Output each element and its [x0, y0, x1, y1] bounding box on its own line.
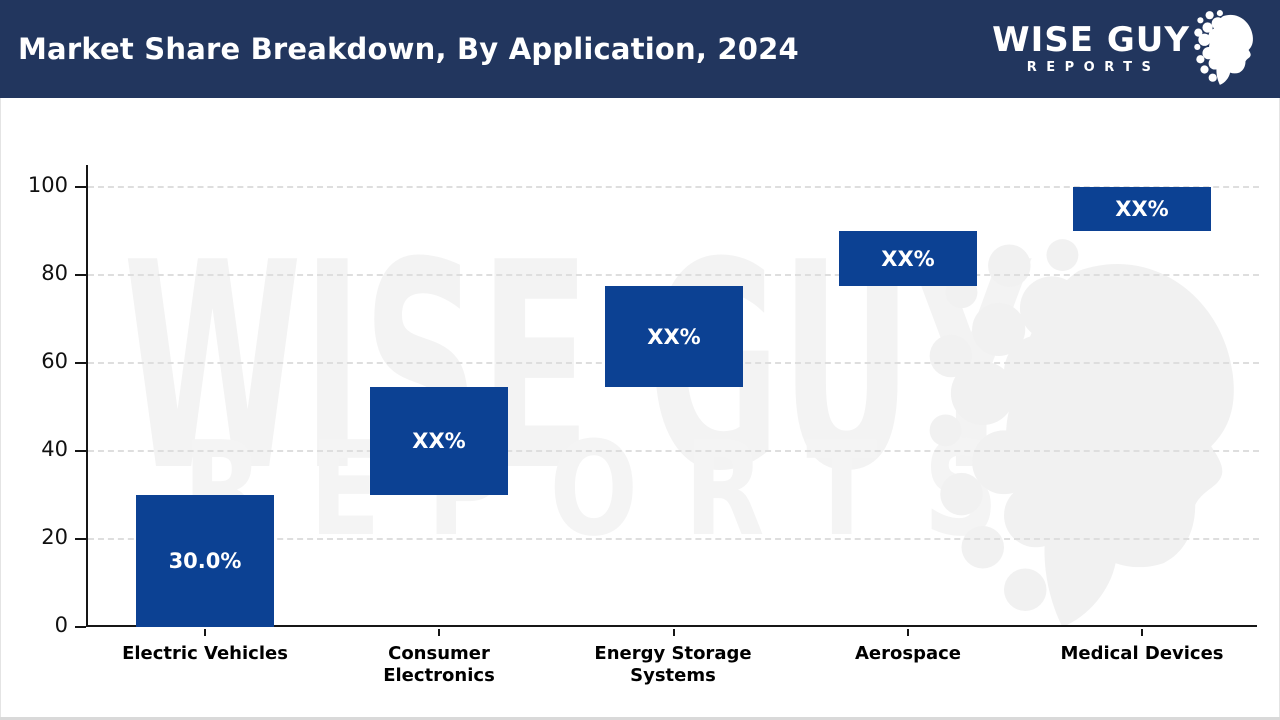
y-tick — [75, 450, 86, 452]
bar-energy-storage-systems: XX% — [605, 286, 743, 387]
logo-head-icon — [1194, 10, 1253, 85]
x-axis-label-line: Medical Devices — [1060, 643, 1224, 664]
y-tick-label: 0 — [54, 613, 68, 637]
bar-aerospace: XX% — [839, 231, 977, 286]
bar-consumer-electronics: XX% — [370, 387, 508, 495]
x-axis-label-electric-vehicles: Electric Vehicles — [88, 643, 322, 665]
header-bar: Market Share Breakdown, By Application, … — [0, 0, 1280, 98]
y-tick-label: 80 — [41, 261, 68, 285]
bar-value-label: 30.0% — [168, 549, 242, 573]
x-axis-label-line: Electric Vehicles — [122, 643, 288, 664]
x-axis-label-line: Energy Storage — [594, 643, 752, 664]
x-tick — [204, 629, 206, 636]
bar-value-label: XX% — [881, 246, 935, 271]
x-axis-label-medical-devices: Medical Devices — [1025, 643, 1259, 665]
x-axis-label-line: Consumer — [388, 643, 490, 664]
brand-logo: WISE GUY REPORTS — [992, 8, 1258, 90]
x-tick — [438, 629, 440, 636]
y-tick — [75, 362, 86, 364]
y-tick-label: 40 — [41, 437, 68, 461]
y-tick-label: 100 — [27, 173, 68, 197]
y-tick — [75, 538, 86, 540]
logo-subtext: REPORTS — [1026, 60, 1161, 75]
x-axis-label-consumer-electronics: Consumer Electronics — [322, 643, 556, 686]
y-tick-label: 20 — [41, 525, 68, 549]
x-tick — [1141, 629, 1143, 636]
bar-medical-devices: XX% — [1073, 187, 1211, 231]
plot-area: 0 20 40 60 80 100 30.0% Electric Vehicles XX% Con… — [28, 165, 1259, 686]
x-tick — [907, 629, 909, 636]
x-tick — [673, 629, 675, 636]
gridline — [88, 186, 1259, 188]
watermark-subtext: REPORTS — [183, 413, 1045, 565]
y-tick — [75, 274, 86, 276]
gridline — [88, 274, 1259, 276]
logo-name-text: WISE GUY — [992, 20, 1190, 60]
gridline — [88, 450, 1259, 452]
bar-electric-vehicles: 30.0% — [136, 495, 274, 627]
bar-value-label: XX% — [412, 429, 466, 453]
y-tick-label: 60 — [41, 349, 68, 373]
bar-value-label: XX% — [647, 324, 701, 349]
y-tick — [75, 626, 86, 628]
logo-wordmark: WISE GUY REPORTS — [992, 23, 1190, 75]
x-axis-label-line: Electronics — [383, 664, 495, 686]
gridline — [88, 538, 1259, 540]
bottom-border — [0, 717, 1280, 720]
watermark-head-icon — [929, 239, 1234, 627]
x-axis-label-line: Systems — [630, 664, 716, 686]
x-axis-label-line: Aerospace — [854, 643, 961, 664]
bar-value-label: XX% — [1115, 197, 1169, 221]
chart-area: WISE GUY REPORTS 0 20 40 60 80 100 30.0% Electr… — [0, 98, 1280, 717]
y-tick — [75, 186, 86, 188]
x-axis-label-aerospace: Aerospace — [791, 643, 1025, 665]
chart-title: Market Share Breakdown, By Application, … — [18, 32, 799, 66]
x-axis-label-energy-storage-systems: Energy Storage Systems — [556, 643, 790, 686]
